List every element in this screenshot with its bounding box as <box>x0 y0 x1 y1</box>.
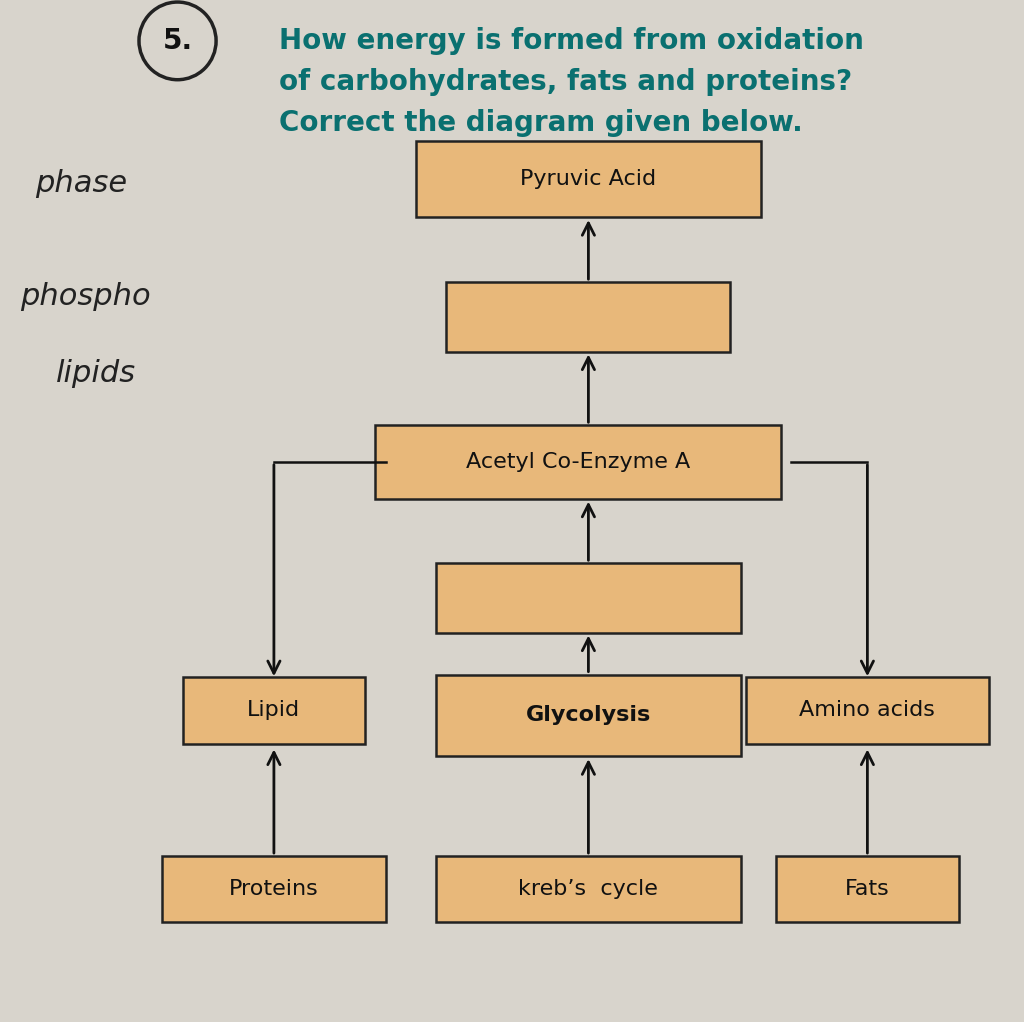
FancyBboxPatch shape <box>436 675 740 756</box>
FancyBboxPatch shape <box>446 282 730 352</box>
Text: Amino acids: Amino acids <box>800 700 935 721</box>
FancyBboxPatch shape <box>376 425 781 499</box>
Text: How energy is formed from oxidation: How energy is formed from oxidation <box>279 27 864 55</box>
FancyBboxPatch shape <box>163 856 385 922</box>
Text: Fats: Fats <box>845 879 890 899</box>
Text: phase: phase <box>36 170 128 198</box>
Text: 5.: 5. <box>163 27 193 55</box>
Text: Glycolysis: Glycolysis <box>525 705 651 726</box>
Text: phospho: phospho <box>20 282 151 311</box>
FancyBboxPatch shape <box>416 141 761 218</box>
FancyBboxPatch shape <box>776 856 958 922</box>
Text: of carbohydrates, fats and proteins?: of carbohydrates, fats and proteins? <box>279 67 852 96</box>
FancyBboxPatch shape <box>182 678 366 744</box>
Text: Correct the diagram given below.: Correct the diagram given below. <box>279 108 803 137</box>
Text: Proteins: Proteins <box>229 879 318 899</box>
FancyBboxPatch shape <box>436 856 740 922</box>
Text: Pyruvic Acid: Pyruvic Acid <box>520 169 656 189</box>
Text: lipids: lipids <box>55 359 136 387</box>
Text: Lipid: Lipid <box>248 700 300 721</box>
FancyBboxPatch shape <box>436 563 740 633</box>
FancyBboxPatch shape <box>745 678 989 744</box>
Text: kreb’s  cycle: kreb’s cycle <box>518 879 658 899</box>
Text: Acetyl Co-Enzyme A: Acetyl Co-Enzyme A <box>466 452 690 472</box>
